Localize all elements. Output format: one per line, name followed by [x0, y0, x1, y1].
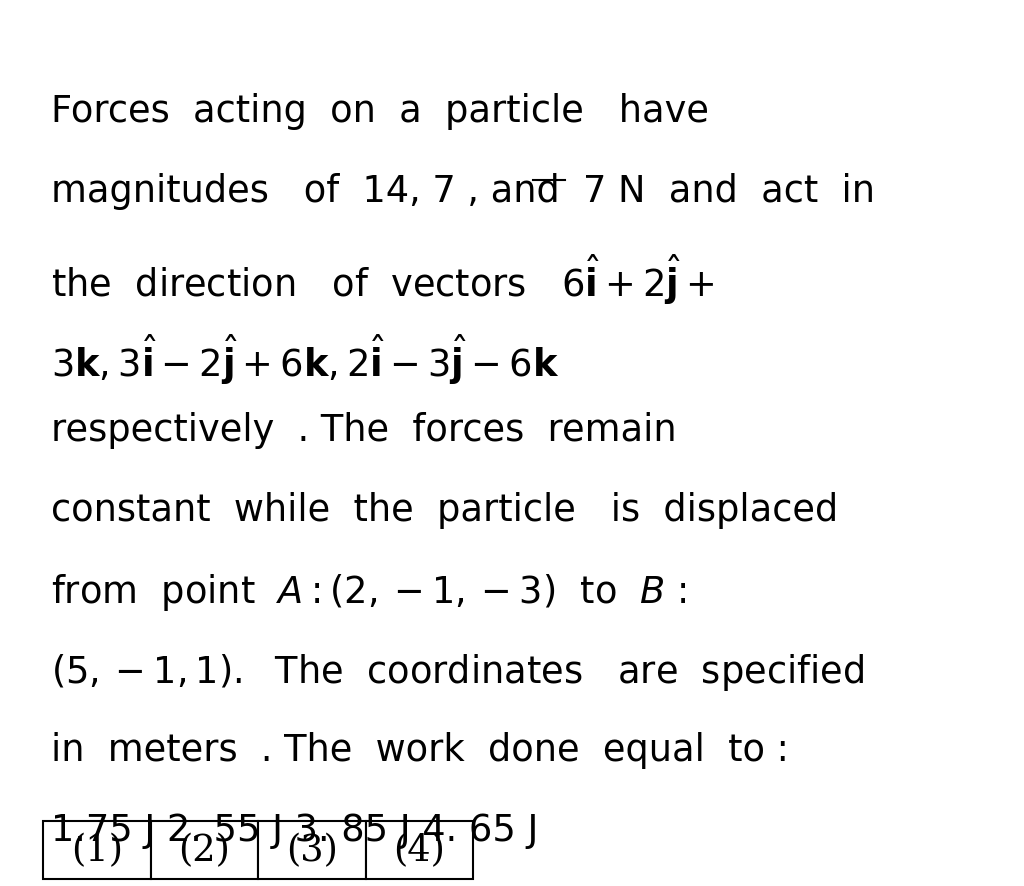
- Text: $(5, -1, 1).$  The  coordinates   are  specified: $(5, -1, 1).$ The coordinates are specif…: [51, 651, 864, 692]
- Text: (3): (3): [286, 832, 338, 868]
- Text: respectively  . The  forces  remain: respectively . The forces remain: [51, 412, 677, 449]
- Text: the  direction   of  vectors   $6\hat{\mathbf{i}} + 2\hat{\mathbf{j}} +$: the direction of vectors $6\hat{\mathbf{…: [51, 253, 715, 307]
- Bar: [258, 821, 366, 879]
- Bar: [366, 821, 473, 879]
- Text: in  meters  . The  work  done  equal  to :: in meters . The work done equal to :: [51, 731, 790, 768]
- Bar: [151, 821, 258, 879]
- Text: (2): (2): [178, 832, 230, 868]
- Text: constant  while  the  particle   is  displaced: constant while the particle is displaced: [51, 492, 839, 529]
- Bar: [43, 821, 151, 879]
- Text: Forces  acting  on  a  particle   have: Forces acting on a particle have: [51, 93, 710, 130]
- Text: (1): (1): [71, 832, 123, 868]
- Text: magnitudes   of  14, 7 , and  7 N  and  act  in: magnitudes of 14, 7 , and 7 N and act in: [51, 173, 876, 210]
- Text: (4): (4): [393, 832, 445, 868]
- Text: from  point  $A : (2, -1, -3)$  to  $B$ :: from point $A : (2, -1, -3)$ to $B$ :: [51, 571, 687, 612]
- Text: 1.75 J 2. 55 J 3. 85 J 4. 65 J: 1.75 J 2. 55 J 3. 85 J 4. 65 J: [51, 811, 539, 848]
- Text: $3\mathbf{k}, 3\hat{\mathbf{i}} - 2\hat{\mathbf{j}} + 6\mathbf{k}, 2\hat{\mathbf: $3\mathbf{k}, 3\hat{\mathbf{i}} - 2\hat{…: [51, 332, 559, 387]
